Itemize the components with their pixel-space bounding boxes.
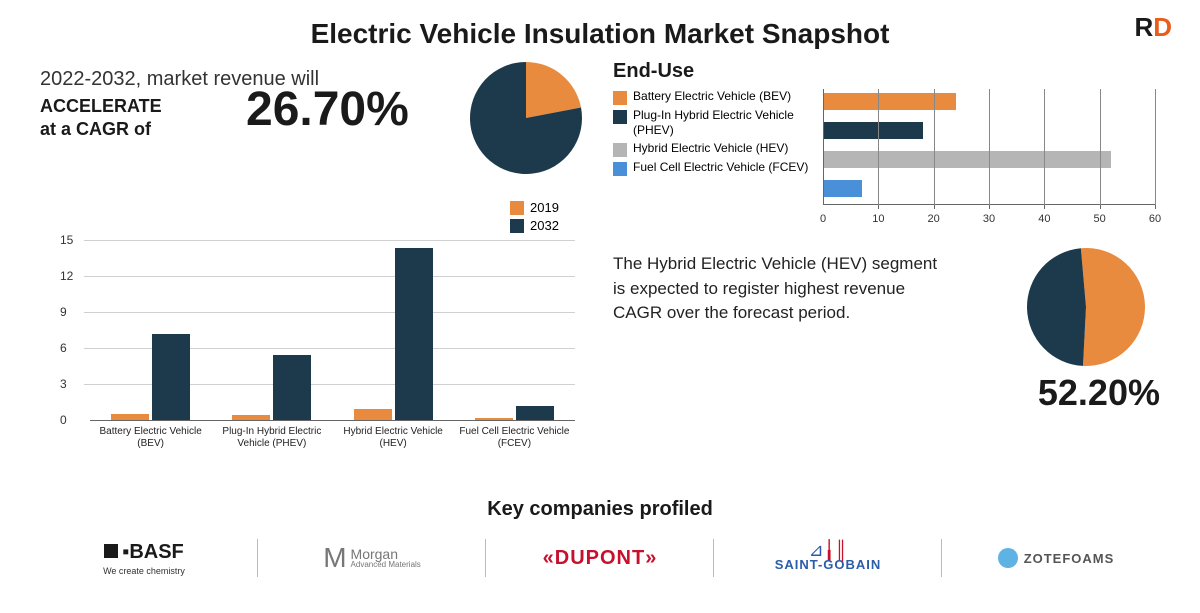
logo-zotefoams: ZOTEFOAMS — [942, 533, 1170, 583]
grouped-bar-chart: 03691215 Battery Electric Vehicle (BEV)P… — [50, 240, 580, 460]
cagr-value: 26.70% — [246, 82, 409, 137]
logo-basf: ▪BASF We create chemistry — [30, 533, 258, 583]
insight-text: The Hybrid Electric Vehicle (HEV) segmen… — [613, 252, 943, 326]
enduse-legend: Battery Electric Vehicle (BEV)Plug-In Hy… — [613, 89, 813, 229]
horizontal-bar-chart: 0102030405060 — [813, 89, 1163, 229]
left-panel: 2022-2032, market revenue will ACCELERAT… — [40, 60, 595, 229]
logo-dupont: «DUPONT» — [486, 533, 714, 583]
companies-title: Key companies profiled — [0, 498, 1200, 521]
enduse-title: End-Use — [613, 60, 1170, 83]
logo-morgan: M MorganAdvanced Materials — [258, 533, 486, 583]
cagr-pie-chart — [470, 62, 582, 174]
segment-pie-chart — [1027, 248, 1145, 366]
logo-saint-gobain: ⊿╽║ SAINT-GOBAIN — [714, 533, 942, 583]
right-panel: End-Use Battery Electric Vehicle (BEV)Pl… — [595, 60, 1170, 229]
bar-chart-legend: 20192032 — [510, 200, 559, 236]
footer: Key companies profiled ▪BASF We create c… — [0, 498, 1200, 613]
page-title: Electric Vehicle Insulation Market Snaps… — [0, 0, 1200, 50]
rd-logo: RD — [1134, 12, 1172, 43]
segment-pct: 52.20% — [1038, 372, 1160, 414]
